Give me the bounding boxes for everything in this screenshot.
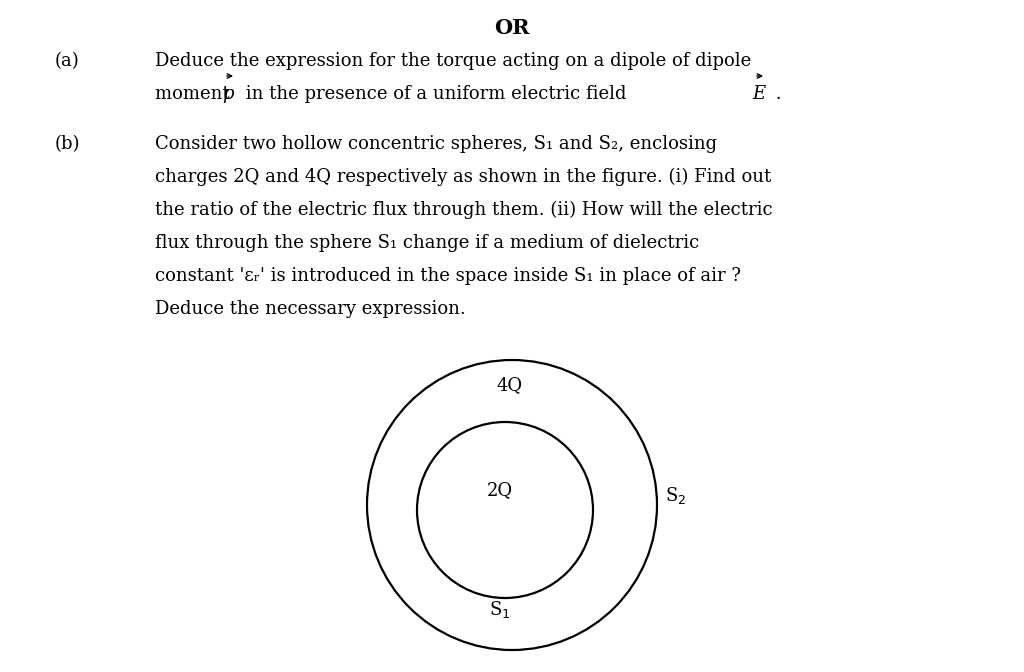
Text: 2Q: 2Q bbox=[487, 481, 513, 499]
Text: .: . bbox=[770, 85, 781, 103]
Text: charges 2Q and 4Q respectively as shown in the figure. (i) Find out: charges 2Q and 4Q respectively as shown … bbox=[155, 168, 771, 186]
Text: E: E bbox=[752, 85, 765, 103]
Text: Consider two hollow concentric spheres, S₁ and S₂, enclosing: Consider two hollow concentric spheres, … bbox=[155, 135, 717, 153]
Text: moment: moment bbox=[155, 85, 236, 103]
Text: 4Q: 4Q bbox=[497, 376, 523, 394]
Text: (b): (b) bbox=[55, 135, 81, 153]
Text: in the presence of a uniform electric field: in the presence of a uniform electric fi… bbox=[240, 85, 632, 103]
Text: S$_2$: S$_2$ bbox=[665, 485, 686, 505]
Text: flux through the sphere S₁ change if a medium of dielectric: flux through the sphere S₁ change if a m… bbox=[155, 234, 699, 252]
Text: S$_1$: S$_1$ bbox=[489, 599, 511, 620]
Text: OR: OR bbox=[495, 18, 529, 38]
Text: (a): (a) bbox=[55, 52, 80, 70]
Text: the ratio of the electric flux through them. (ii) How will the electric: the ratio of the electric flux through t… bbox=[155, 201, 773, 219]
Text: p: p bbox=[222, 85, 233, 103]
Text: Deduce the necessary expression.: Deduce the necessary expression. bbox=[155, 300, 466, 318]
Text: constant 'εᵣ' is introduced in the space inside S₁ in place of air ?: constant 'εᵣ' is introduced in the space… bbox=[155, 267, 741, 285]
Text: Deduce the expression for the torque acting on a dipole of dipole: Deduce the expression for the torque act… bbox=[155, 52, 752, 70]
